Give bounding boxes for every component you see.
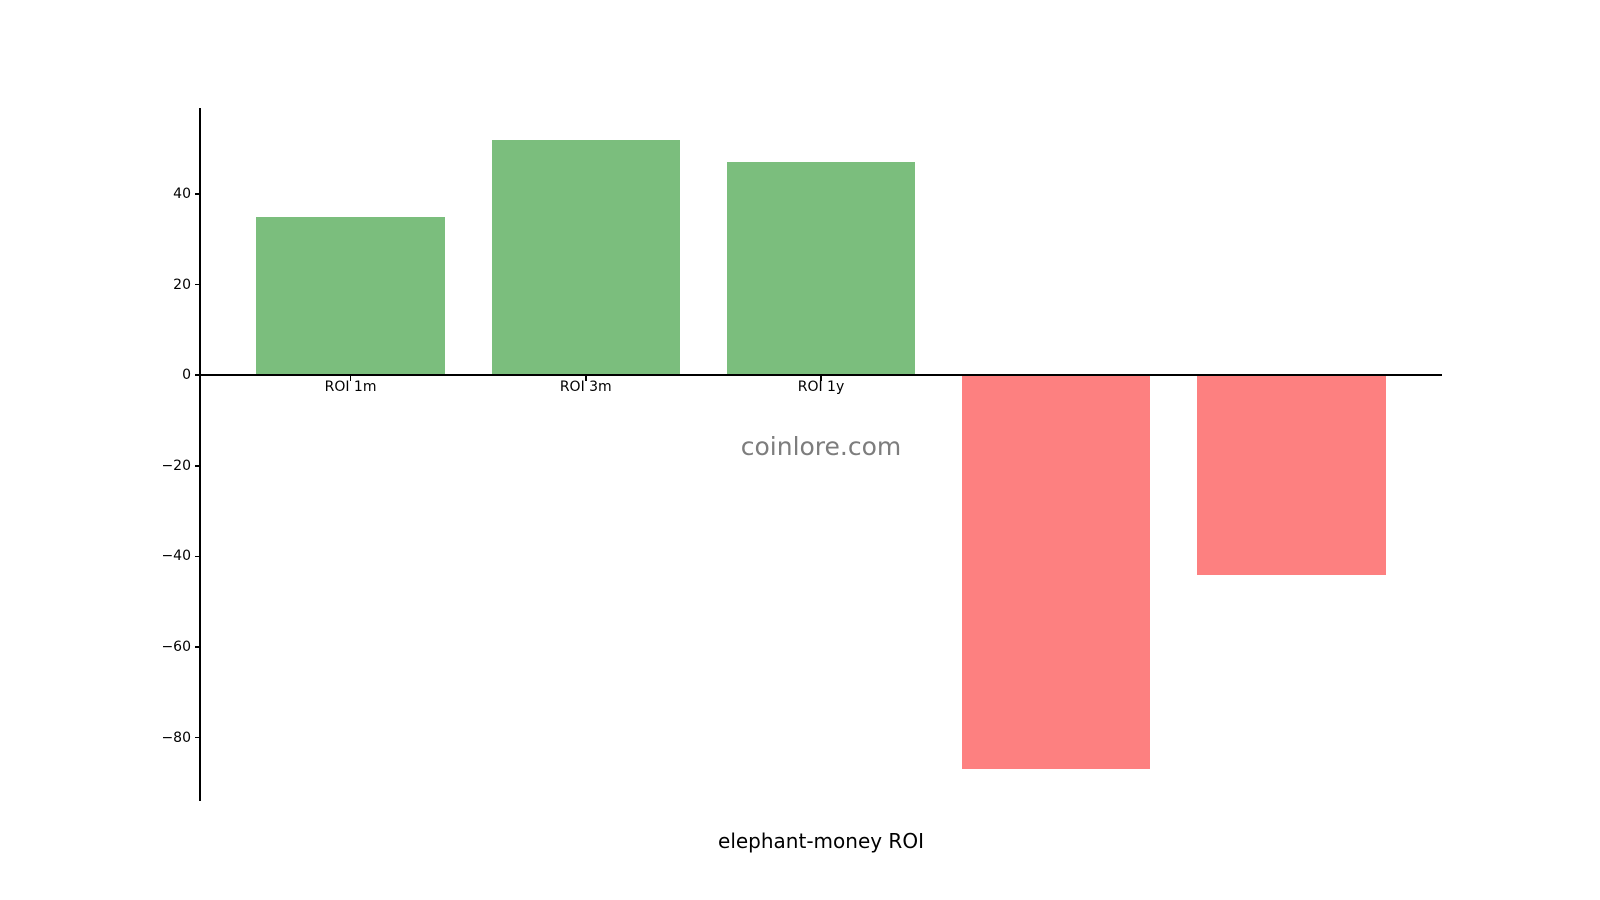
y-tick-label: −60	[161, 639, 191, 655]
chart-bar-roi-1y	[726, 162, 916, 376]
x-tick-mark	[820, 375, 822, 382]
chart-bar-unlabeled-3	[962, 375, 1151, 770]
y-tick-mark	[195, 465, 200, 467]
y-tick-label: −80	[161, 729, 191, 746]
y-tick-mark	[195, 646, 200, 648]
y-tick-mark	[195, 374, 200, 376]
y-tick-label: 40	[173, 186, 191, 203]
x-tick-label: ROI 3m	[559, 379, 612, 396]
x-tick-mark	[349, 375, 352, 382]
y-tick-label: −20	[161, 457, 191, 474]
chart-title: elephant-money ROI	[718, 829, 924, 853]
x-tick-mark	[585, 375, 587, 382]
watermark: coinlore.com	[740, 432, 902, 461]
y-tick-mark	[195, 736, 200, 739]
x-tick-label: ROI 1m	[324, 379, 377, 396]
chart-bar-roi-1m	[256, 216, 445, 376]
chart-bar-unlabeled-4	[1197, 375, 1386, 575]
y-axis-line	[199, 108, 201, 801]
y-tick-label: 20	[173, 276, 191, 293]
y-tick-label: 0	[182, 367, 191, 384]
x-tick-label: ROI 1y	[797, 379, 845, 396]
y-tick-mark	[195, 193, 200, 195]
y-tick-mark	[195, 283, 200, 286]
chart-bar-roi-3m	[491, 139, 680, 376]
y-tick-label: −40	[161, 548, 191, 565]
y-tick-mark	[195, 555, 200, 558]
